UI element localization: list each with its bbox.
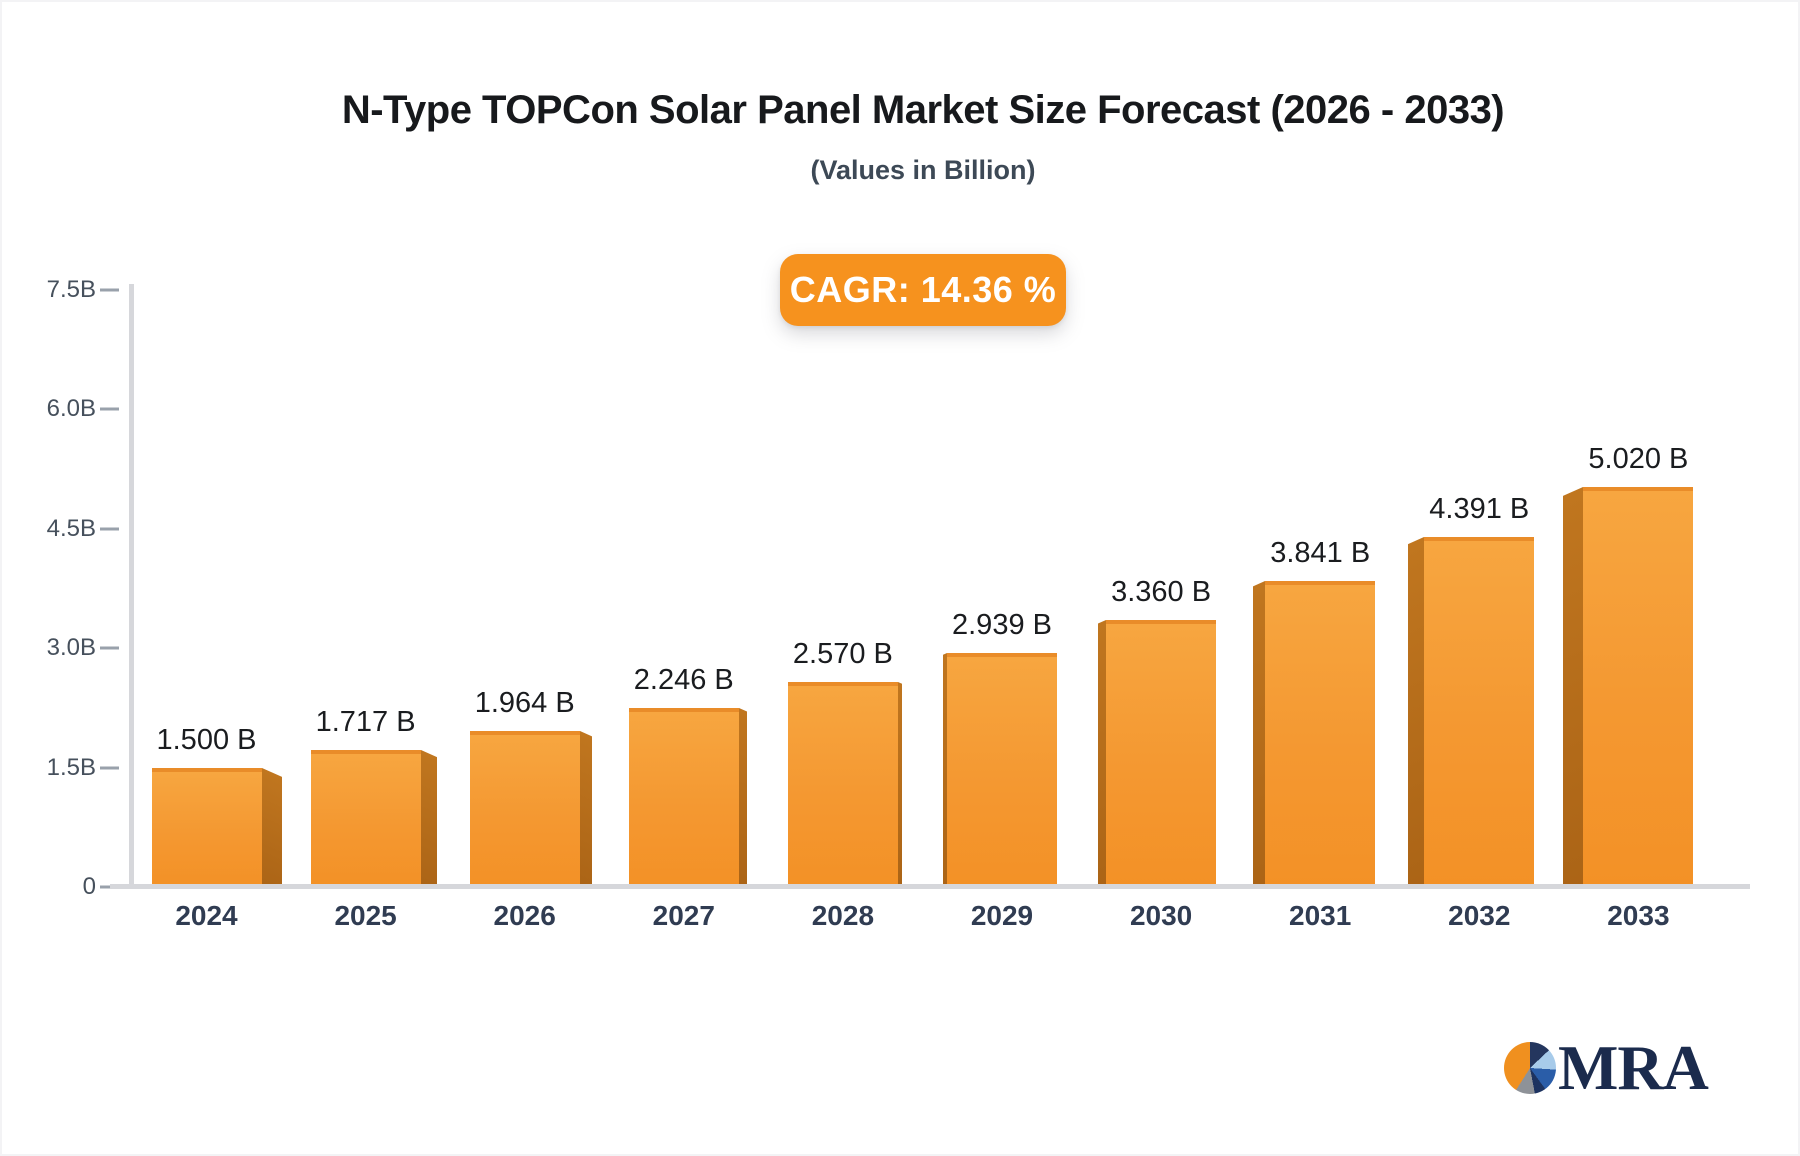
y-tick-label: 1.5B: [46, 753, 96, 781]
bar-value-label: 2.939 B: [952, 609, 1052, 642]
x-tick-label: 2027: [652, 900, 715, 931]
bar-front-face: [469, 730, 580, 887]
bar-2025: [310, 750, 437, 887]
cagr-badge: CAGR: 14.36 %: [780, 254, 1066, 326]
bar-front-face: [310, 750, 421, 887]
bar-2032: [1408, 537, 1535, 887]
y-tick-label: 6.0B: [46, 395, 96, 423]
bar-3d-side: [738, 708, 747, 887]
bar-value-label: 1.964 B: [474, 686, 575, 719]
bar-3d-side: [420, 750, 437, 887]
bar-3d-side: [943, 653, 947, 887]
bar-2031: [1253, 581, 1376, 887]
bar-2029: [943, 653, 1057, 887]
bar-value-label: 3.360 B: [1111, 575, 1212, 608]
y-tick-label: 4.5B: [46, 514, 96, 542]
x-tick-label: 2025: [334, 900, 397, 931]
mra-logo: MRA: [1504, 1032, 1709, 1103]
bar-value-label: 4.391 B: [1429, 493, 1530, 526]
y-axis-line: [129, 284, 134, 888]
bar-2027: [628, 708, 747, 887]
bar-value-label: 1.500 B: [156, 723, 257, 756]
bar-front-face: [1583, 487, 1694, 887]
bar-3d-side: [897, 682, 902, 887]
chart-title: N-Type TOPCon Solar Panel Market Size Fo…: [341, 88, 1505, 132]
chart-header: N-Type TOPCon Solar Panel Market Size Fo…: [46, 88, 1800, 186]
bar-3d-side: [1563, 487, 1584, 887]
bar-front-face: [1106, 619, 1217, 887]
chart-subtitle: (Values in Billion): [810, 155, 1036, 185]
y-tick-dash: [100, 646, 119, 650]
x-tick-label: 2032: [1448, 900, 1511, 931]
bar-value-label: 2.570 B: [792, 638, 893, 671]
bar-value-label: 2.246 B: [633, 664, 734, 697]
pie-chart-logo-icon: [1504, 1042, 1556, 1094]
y-tick-dash: [100, 527, 119, 531]
bar-2024: [151, 767, 282, 887]
bar-front-face: [1265, 581, 1376, 887]
bar-front-face: [947, 653, 1057, 887]
bar-3d-side: [1098, 619, 1107, 887]
logo-text: MRA: [1558, 1032, 1709, 1103]
x-tick-label: 2026: [493, 900, 556, 931]
y-tick-dash: [100, 885, 119, 889]
bar-front-face: [1424, 537, 1535, 887]
bar-3d-side: [1408, 537, 1425, 887]
bar-value-label: 5.020 B: [1588, 443, 1689, 476]
y-tick-dash: [100, 407, 119, 411]
bar-value-label: 3.841 B: [1270, 537, 1371, 570]
x-tick-label: 2024: [175, 900, 238, 931]
x-tick-label: 2028: [811, 900, 875, 931]
bar-front-face: [787, 682, 898, 887]
bar-2026: [469, 730, 592, 887]
bar-3d-side: [579, 730, 592, 887]
y-tick-dash: [100, 288, 119, 292]
bar-3d-side: [261, 767, 282, 887]
cagr-label: CAGR: 14.36 %: [789, 269, 1057, 310]
x-axis-line: [110, 884, 1750, 889]
bar-2028: [787, 682, 902, 887]
y-tick-label: 7.5B: [46, 276, 96, 303]
x-tick-label: 2033: [1607, 900, 1670, 931]
bar-value-label: 1.717 B: [315, 706, 416, 739]
bar-3d-side: [1253, 581, 1266, 887]
bar-2030: [1098, 619, 1217, 887]
y-tick-dash: [100, 766, 119, 770]
y-tick-label: 0: [82, 873, 96, 900]
y-tick-label: 3.0B: [46, 634, 96, 662]
bar-front-face: [628, 708, 739, 887]
x-tick-label: 2029: [970, 900, 1034, 931]
x-tick-label: 2030: [1129, 900, 1193, 931]
bar-2033: [1563, 487, 1694, 887]
x-tick-label: 2031: [1289, 900, 1352, 931]
bar-front-face: [151, 767, 262, 887]
